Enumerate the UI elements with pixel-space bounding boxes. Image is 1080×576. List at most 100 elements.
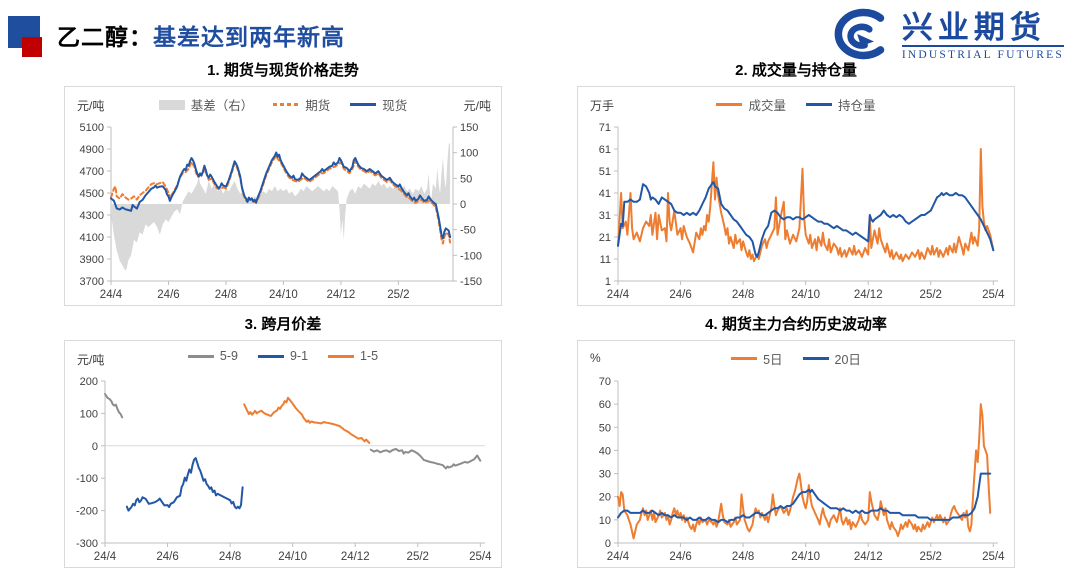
svg-text:24/10: 24/10 <box>269 289 298 301</box>
svg-text:24/12: 24/12 <box>854 289 883 301</box>
chart-panel: % 5日 20日 0 10 20 30 40 50 60 70 24/4 24/6 24/8 24/10… <box>577 340 1015 568</box>
legend-label: 5-9 <box>219 349 238 363</box>
svg-text:24/8: 24/8 <box>219 551 241 563</box>
svg-text:24/6: 24/6 <box>669 289 691 301</box>
svg-text:3700: 3700 <box>80 276 104 288</box>
legend: 基差（右） 期货 现货 <box>65 95 501 114</box>
legend-item: 基差（右） <box>158 95 253 114</box>
svg-text:0: 0 <box>605 538 611 550</box>
svg-text:50: 50 <box>460 173 472 185</box>
panel-head: % 5日 20日 <box>578 341 1014 373</box>
svg-text:24/8: 24/8 <box>732 289 754 301</box>
svg-text:-100: -100 <box>460 250 482 262</box>
svg-text:-100: -100 <box>76 473 98 485</box>
svg-text:30: 30 <box>599 469 611 481</box>
legend-item: 期货 <box>273 95 330 114</box>
legend-label: 9-1 <box>289 349 309 363</box>
svg-text:24/6: 24/6 <box>157 289 179 301</box>
svg-text:-300: -300 <box>76 538 98 550</box>
svg-text:40: 40 <box>599 445 611 457</box>
line-swatch-icon <box>187 354 214 358</box>
plot-area: 0 10 20 30 40 50 60 70 24/4 24/6 24/8 24/10 24/12 25/… <box>578 373 1014 567</box>
page-title-highlight: 基差达到两年新高 <box>153 24 345 50</box>
svg-text:4700: 4700 <box>80 166 104 178</box>
svg-text:4900: 4900 <box>80 144 104 156</box>
legend-label: 现货 <box>382 99 408 113</box>
svg-text:24/4: 24/4 <box>607 551 630 563</box>
svg-text:0: 0 <box>92 441 98 453</box>
legend-label: 成交量 <box>748 99 786 113</box>
svg-text:25/4: 25/4 <box>982 289 1005 301</box>
chart-svg: -300 -200 -100 0 100 200 24/4 24/6 24/8 24/10 24/1… <box>76 376 492 563</box>
svg-text:61: 61 <box>599 144 611 156</box>
line-swatch-icon <box>802 357 829 360</box>
svg-text:31: 31 <box>599 210 611 222</box>
panel-head: 元/吨 5-9 9-1 1-5 <box>65 341 501 373</box>
logo-text: 兴业期货 INDUSTRIAL FUTURES <box>901 11 1064 62</box>
svg-text:25/4: 25/4 <box>469 551 492 563</box>
logo: 兴业期货 INDUSTRIAL FUTURES <box>826 6 1064 67</box>
svg-text:10: 10 <box>599 515 611 527</box>
svg-text:24/12: 24/12 <box>341 551 370 563</box>
legend: 5日 20日 <box>578 349 1014 368</box>
svg-text:24/10: 24/10 <box>791 551 820 563</box>
svg-text:51: 51 <box>599 166 611 178</box>
plot-area: -300 -200 -100 0 100 200 24/4 24/6 24/8 24/10 24/1… <box>65 373 501 567</box>
svg-text:21: 21 <box>599 232 611 244</box>
legend-label: 1-5 <box>360 349 379 363</box>
svg-text:60: 60 <box>599 399 611 411</box>
svg-text:4100: 4100 <box>80 232 104 244</box>
legend-label: 5日 <box>763 353 783 367</box>
svg-text:24/4: 24/4 <box>100 289 123 301</box>
line-swatch-icon <box>731 357 758 360</box>
legend-item: 5-9 <box>187 349 238 363</box>
chart-title: 2. 成交量与持仓量 <box>735 62 857 79</box>
svg-text:25/2: 25/2 <box>920 551 942 563</box>
svg-text:-200: -200 <box>76 506 98 518</box>
svg-text:24/6: 24/6 <box>669 551 691 563</box>
line-swatch-icon <box>716 103 743 106</box>
svg-text:5100: 5100 <box>80 122 104 134</box>
axis-unit-left: % <box>590 351 601 365</box>
chart-block-volatility: 4. 期货主力合约历史波动率 % 5日 20日 0 10 20 30 40 50 60 70 24… <box>577 314 1015 568</box>
svg-text:24/12: 24/12 <box>327 289 356 301</box>
svg-text:100: 100 <box>80 408 98 420</box>
dashed-swatch-icon <box>273 103 300 106</box>
axis-unit-right: 元/吨 <box>463 99 491 113</box>
svg-text:4500: 4500 <box>80 188 104 200</box>
svg-text:25/2: 25/2 <box>920 289 942 301</box>
svg-text:70: 70 <box>599 376 611 388</box>
svg-text:1: 1 <box>605 276 611 288</box>
svg-text:25/4: 25/4 <box>982 551 1005 563</box>
legend-item: 成交量 <box>716 95 786 114</box>
legend-label: 期货 <box>305 99 331 113</box>
line-swatch-icon <box>806 103 832 106</box>
svg-text:100: 100 <box>460 148 478 160</box>
svg-text:-150: -150 <box>460 276 482 288</box>
chart-block-price-trend: 1. 期货与现货价格走势 元/吨 基差（右） 期货 现货 元/吨 3700 3900 4… <box>64 60 502 306</box>
legend-item: 1-5 <box>328 349 378 363</box>
axis-unit-left: 元/吨 <box>77 99 105 113</box>
svg-text:24/10: 24/10 <box>278 551 307 563</box>
chart-title: 4. 期货主力合约历史波动率 <box>705 316 887 333</box>
panel-head: 万手 成交量 持仓量 <box>578 87 1014 119</box>
svg-text:200: 200 <box>80 376 98 388</box>
legend: 成交量 持仓量 <box>578 95 1014 114</box>
axis-unit-left: 元/吨 <box>77 353 105 367</box>
logo-name-en: INDUSTRIAL FUTURES <box>901 49 1064 62</box>
svg-text:0: 0 <box>460 199 466 211</box>
svg-text:150: 150 <box>460 122 478 134</box>
legend-item: 9-1 <box>257 349 309 363</box>
panel-head: 元/吨 基差（右） 期货 现货 元/吨 <box>65 87 501 119</box>
svg-text:4300: 4300 <box>80 210 104 222</box>
svg-text:24/8: 24/8 <box>732 551 754 563</box>
svg-text:24/10: 24/10 <box>791 289 820 301</box>
svg-text:50: 50 <box>599 422 611 434</box>
svg-text:71: 71 <box>599 122 611 134</box>
chart-panel: 元/吨 基差（右） 期货 现货 元/吨 3700 3900 4100 4300 4500 47… <box>64 86 502 306</box>
svg-text:41: 41 <box>599 188 611 200</box>
svg-text:24/12: 24/12 <box>854 551 883 563</box>
logo-swirl-icon <box>826 6 894 67</box>
legend: 5-9 9-1 1-5 <box>65 349 501 363</box>
